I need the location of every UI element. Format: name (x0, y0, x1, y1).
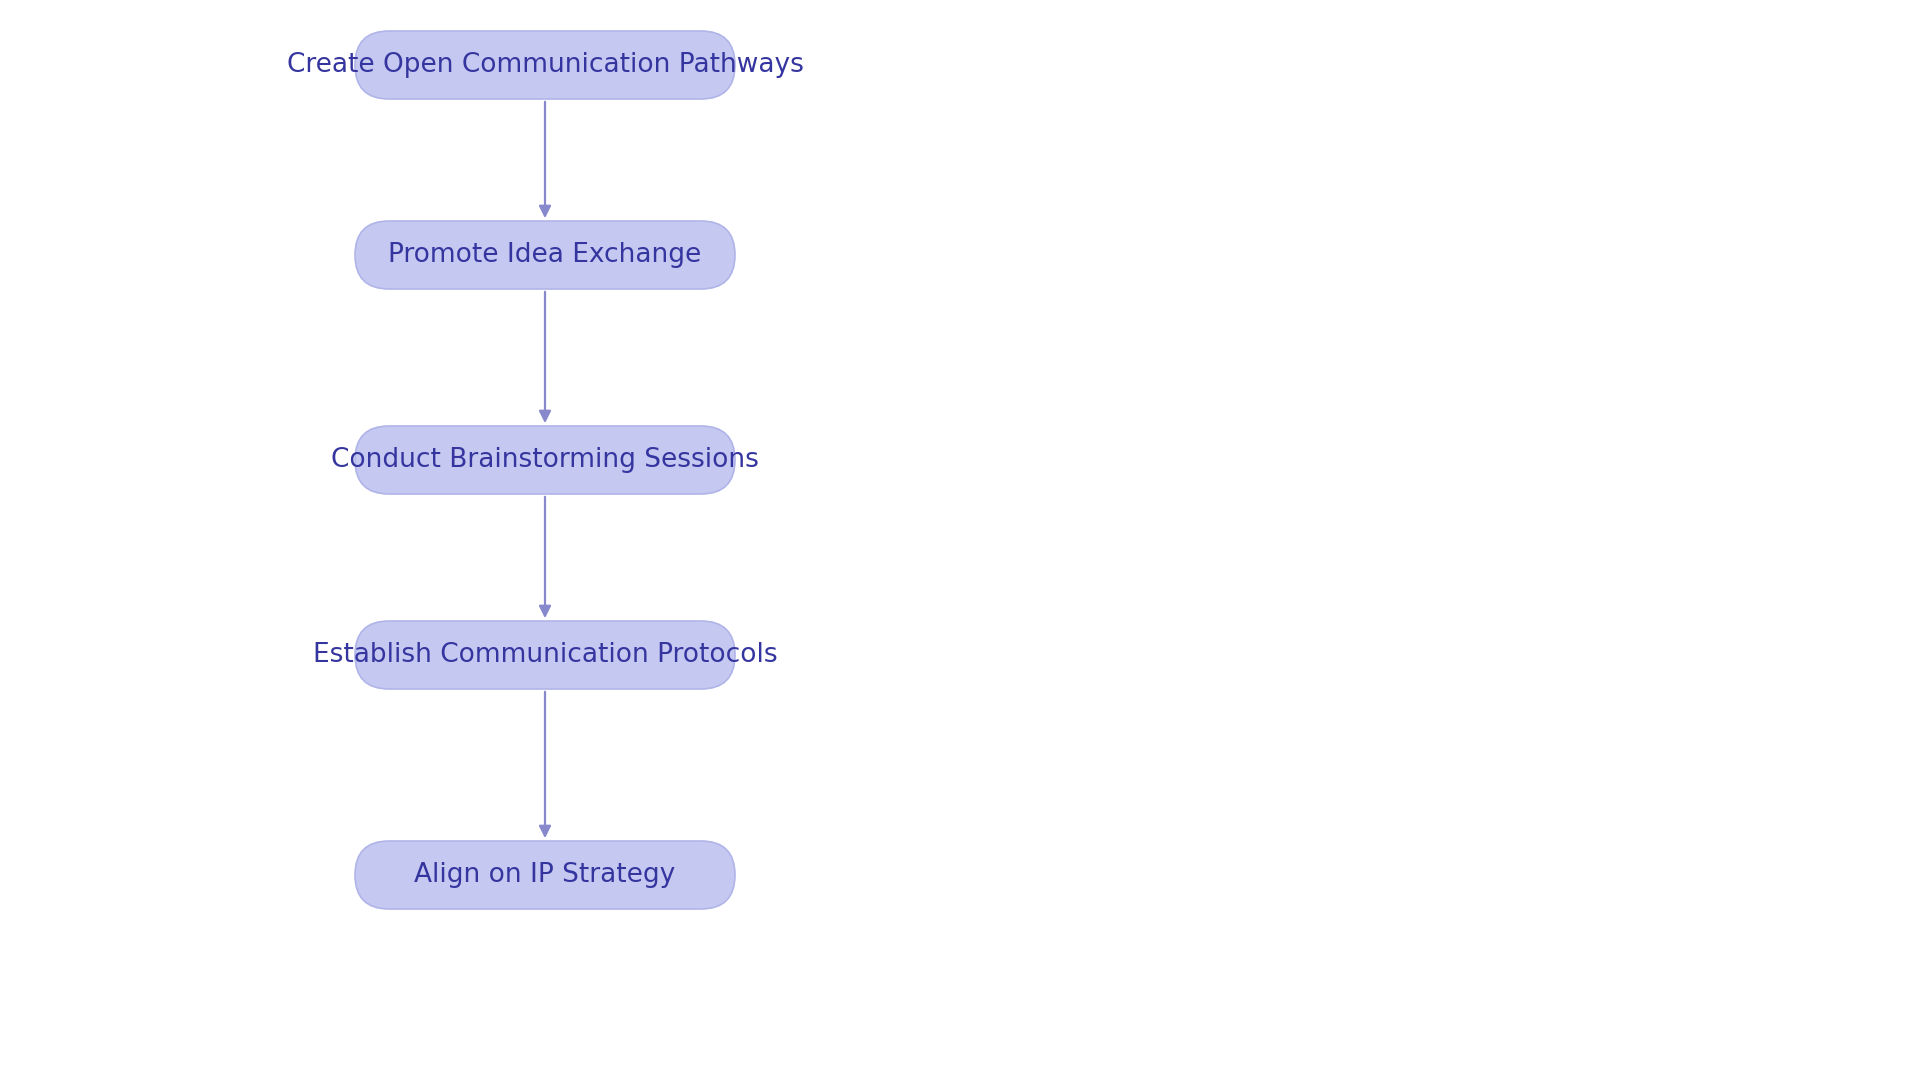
FancyBboxPatch shape (355, 426, 735, 494)
Text: Promote Idea Exchange: Promote Idea Exchange (388, 242, 701, 268)
Text: Create Open Communication Pathways: Create Open Communication Pathways (286, 52, 803, 78)
Text: Establish Communication Protocols: Establish Communication Protocols (313, 642, 778, 668)
FancyBboxPatch shape (355, 221, 735, 289)
FancyBboxPatch shape (355, 841, 735, 909)
FancyBboxPatch shape (355, 31, 735, 99)
Text: Conduct Brainstorming Sessions: Conduct Brainstorming Sessions (330, 447, 758, 473)
FancyBboxPatch shape (355, 621, 735, 689)
Text: Align on IP Strategy: Align on IP Strategy (415, 862, 676, 888)
